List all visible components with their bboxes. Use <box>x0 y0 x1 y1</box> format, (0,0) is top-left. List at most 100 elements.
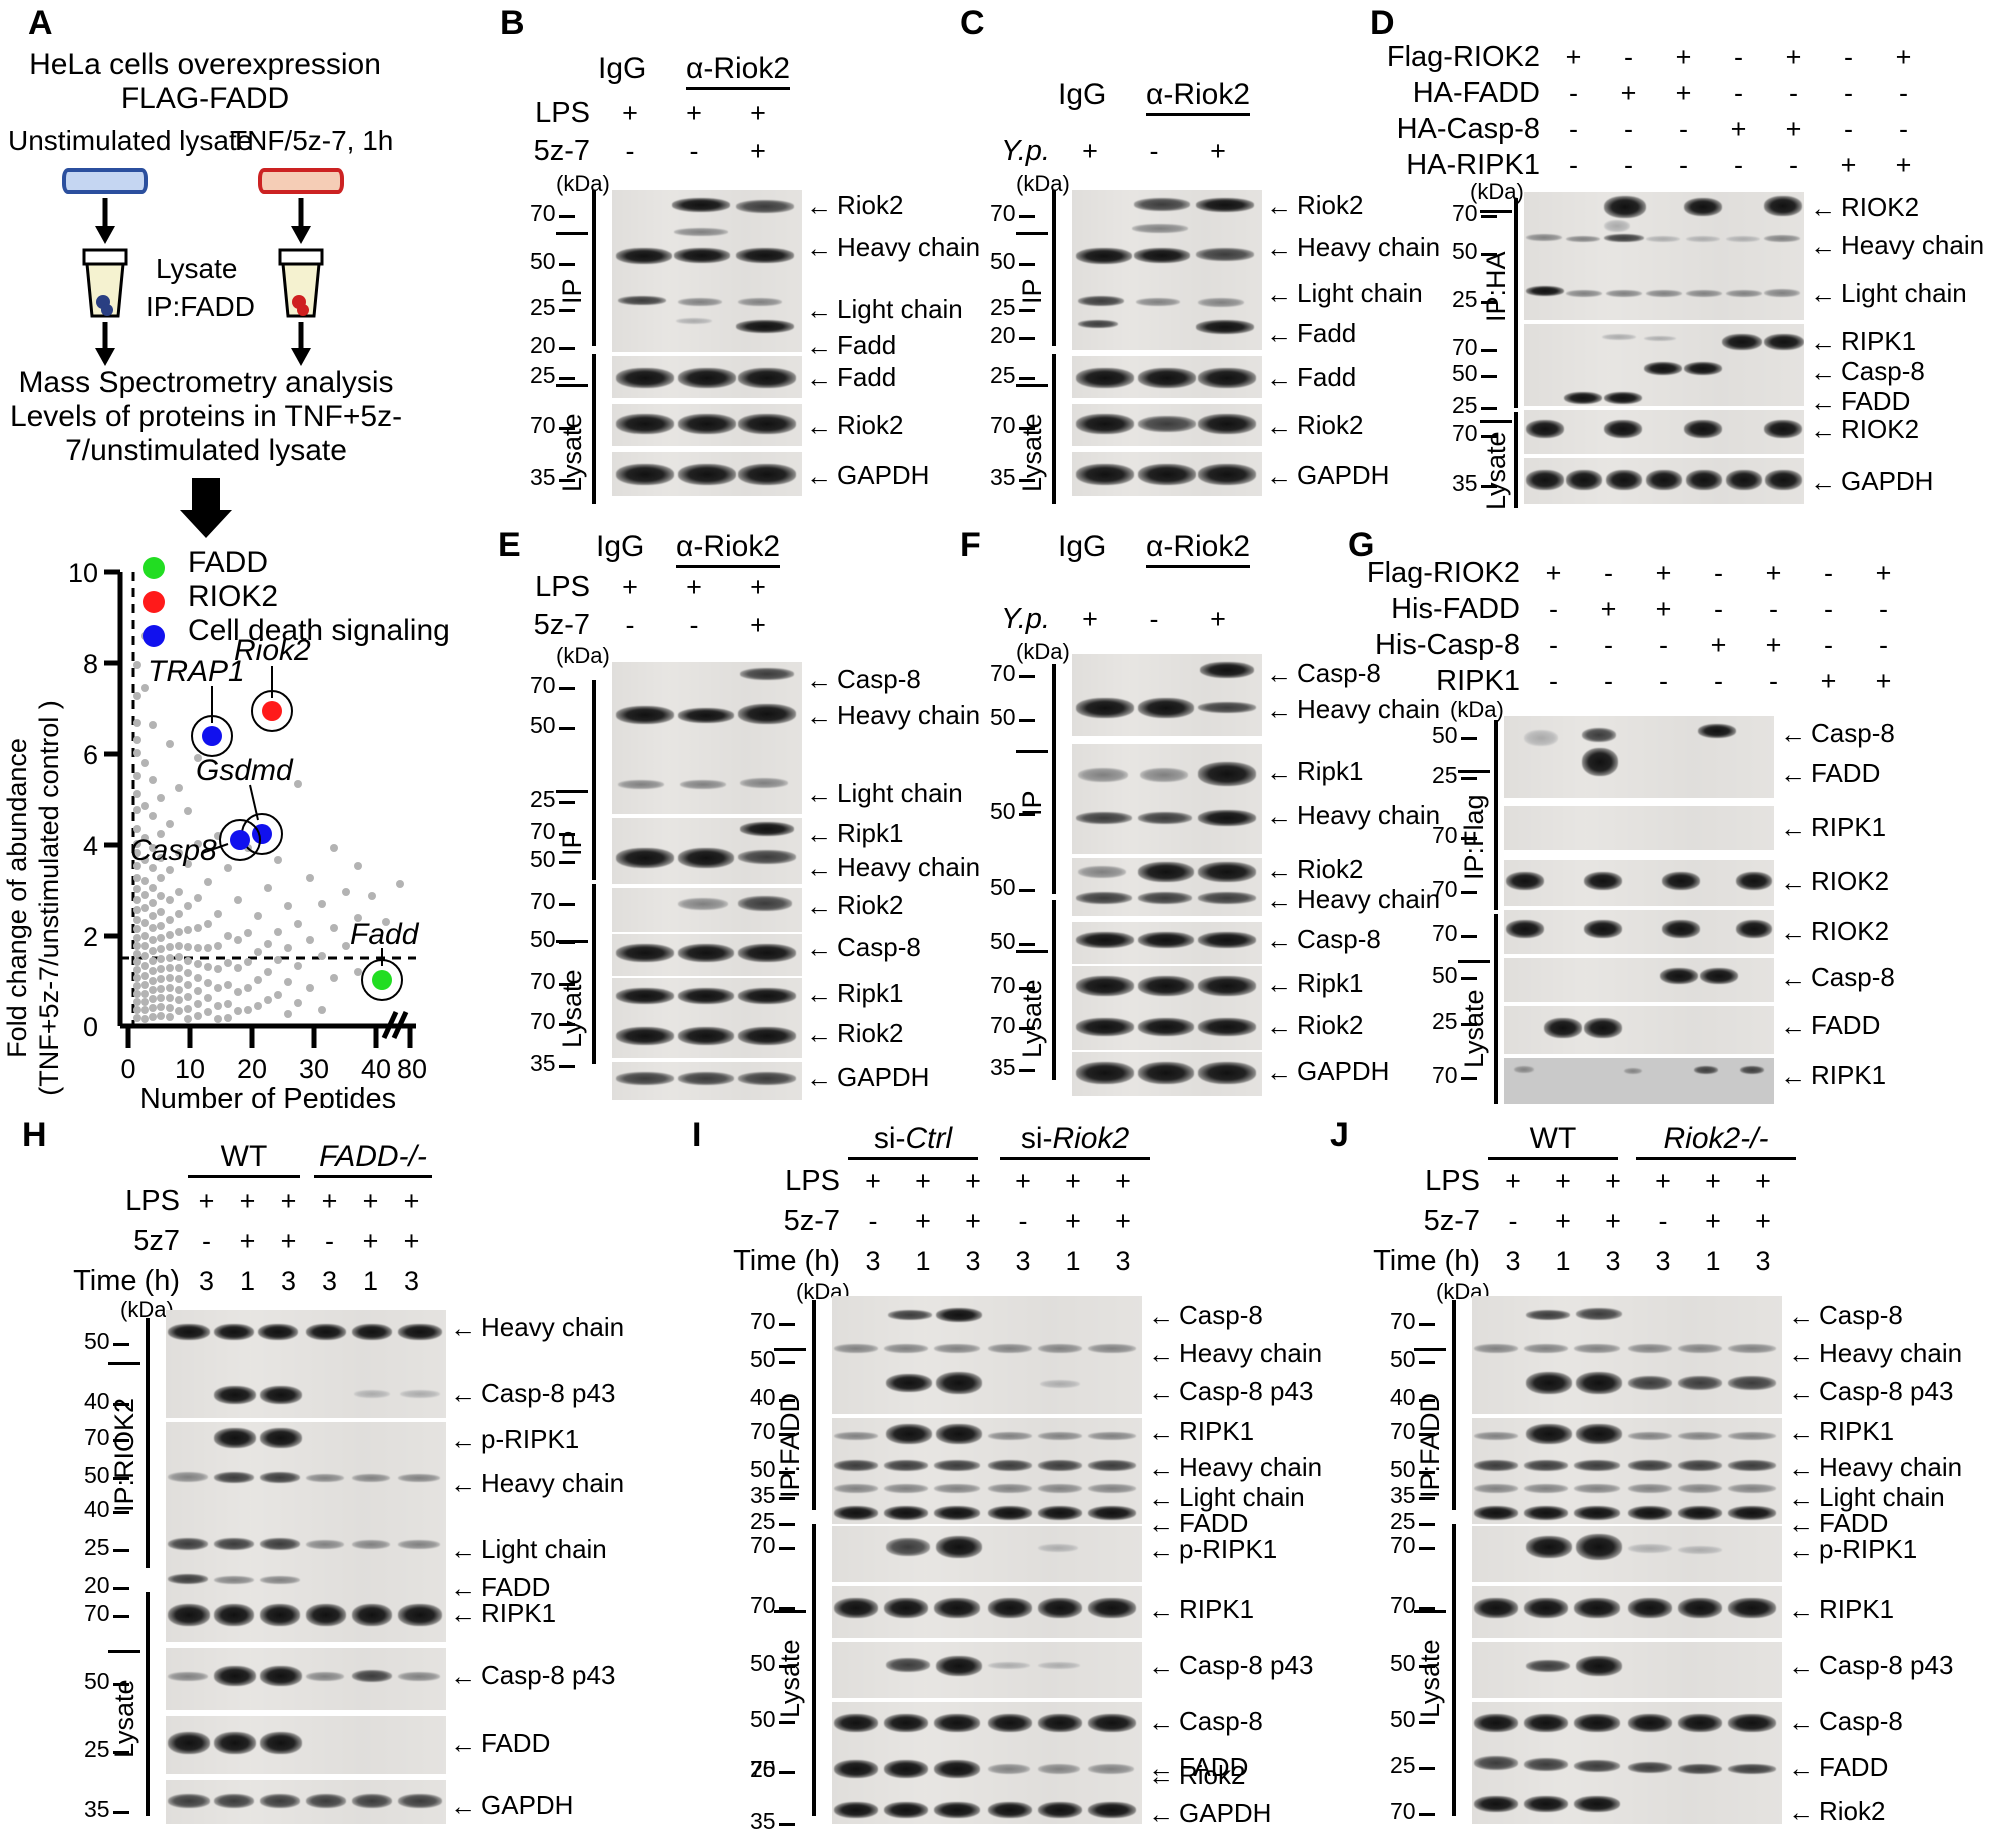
panelG-blot-ipflag-3 <box>1504 860 1774 906</box>
panelH-mw-25: 25 <box>84 1534 129 1561</box>
panelC-mw-25b: 25 <box>990 362 1035 389</box>
panelE-row-lps-values: + + + <box>622 572 766 602</box>
panelG-mw-25lys: 25 <box>1432 1008 1477 1035</box>
panelI-arrow-riok2-lys: ← Riok2 <box>1148 1760 1246 1791</box>
panelA-tnf-label: TNF/5z-7, 1h <box>230 125 394 156</box>
panelI-row-lps-values: + + + + + + <box>865 1166 1131 1196</box>
panelJ-ipfadd-bracket <box>1452 1300 1456 1510</box>
panelD-arrow-fadd: ← FADD <box>1810 386 1911 417</box>
panelF-arrow-riok2: ← Riok2 <box>1266 854 1364 885</box>
panelE-row-lps-label: LPS <box>535 571 590 603</box>
panelC-kda: (kDa) <box>1016 171 1070 196</box>
panelF-arrow-gapdh-lys: ← GAPDH <box>1266 1056 1390 1087</box>
panelA-scatter-plot: Fold change of abundance (TNF+5z-7/unsti… <box>0 548 430 1108</box>
panelD-arrow-light: ← Light chain <box>1810 278 1967 309</box>
tube-stimulated <box>278 248 324 318</box>
panelJ-mw-70lys2: 70 <box>1390 1592 1435 1619</box>
panelI-mw-50b: 50 <box>750 1456 795 1483</box>
svg-text:Number of Peptides: Number of Peptides <box>140 1083 396 1108</box>
panelJ-lysate-bracket <box>1452 1524 1456 1816</box>
panelI-blot-lys-gapdh <box>832 1798 1142 1824</box>
panelH-mw-40: 40 <box>84 1388 129 1415</box>
panelJ-mw-35: 35 <box>1390 1482 1435 1509</box>
panelD-mw-25b: 25 <box>1452 392 1497 419</box>
panelJ-blot-lys-casp8 <box>1472 1702 1782 1750</box>
panelB-row-5z7-values: - - + <box>625 136 766 166</box>
panel-letter-c: C <box>960 4 985 42</box>
panelE-mw-70lys: 70 <box>530 968 575 995</box>
panelF-ip-bracket <box>1052 664 1056 894</box>
panelI-blot-lys-pripk1 <box>832 1526 1142 1582</box>
panelE-arrow-heavy2: ← Heavy chain <box>806 852 981 883</box>
panelF-mw-50: 50 <box>990 704 1035 731</box>
panelF-arrow-heavy2: ← Heavy chain <box>1266 800 1441 831</box>
panelE-blot-lys-casp8 <box>612 934 802 976</box>
panelH-blot-lys-fadd <box>166 1716 446 1774</box>
panelF-mw-50c: 50 <box>990 874 1035 901</box>
panelC-mw-50: 50 <box>990 248 1035 275</box>
panelI-arrow-light: ← Light chain <box>1148 1482 1305 1513</box>
panelE-arrow-casp8-lys: ← Casp-8 <box>806 932 921 963</box>
panelG-mw-50lys: 50 <box>1432 962 1477 989</box>
panelA-lysate-label: Lysate <box>156 253 238 284</box>
panelJ-arrow-fadd-lys: ← FADD <box>1788 1752 1889 1783</box>
panelE-mw-35lys: 35 <box>530 1050 575 1077</box>
panelH-mw-50b: 50 <box>84 1462 129 1489</box>
panelF-arrow-heavy1: ← Heavy chain <box>1266 694 1441 725</box>
panelJ-arrow-heavy1: ← Heavy chain <box>1788 1338 1963 1369</box>
panelC-arrow-riok2: ← Riok2 <box>1266 190 1364 221</box>
panelD-row-hacasp8-values: - - - + + - - <box>1569 114 1908 144</box>
panelJ-blot-lys-pripk1 <box>1472 1526 1782 1582</box>
panelF-group-igg: IgG <box>1058 530 1107 563</box>
panelE-arrow-heavy1: ← Heavy chain <box>806 700 981 731</box>
panelI-mw-40: 40 <box>750 1384 795 1411</box>
panelI-mw-50lys2: 50 <box>750 1706 795 1733</box>
panelB-blot-gapdh <box>612 452 802 496</box>
panelD-blot-ipha-1 <box>1524 192 1804 320</box>
svg-text:20: 20 <box>237 1054 267 1084</box>
panelB-group-ariok2: α-Riok2 <box>686 52 791 90</box>
panelG-row-hiscasp8-label: His-Casp-8 <box>1374 629 1520 661</box>
panelB-mw-70: 70 <box>530 200 575 227</box>
panelH-row-5z7-label: 5z7 <box>133 1225 180 1257</box>
svg-text:10: 10 <box>68 558 98 588</box>
panelD-arrow-riok2-lys: ← RIOK2 <box>1810 414 1920 445</box>
panelJ-blot-lys-fadd <box>1472 1748 1782 1790</box>
panelJ-arrow-casp8-lys: ← Casp-8 <box>1788 1706 1903 1737</box>
panelE-arrow-ripk1: ← Ripk1 <box>806 818 904 849</box>
panelF-row-yp-label: Y.p. <box>1001 603 1050 635</box>
panelC-mw-70: 70 <box>990 200 1035 227</box>
panelB-arrow-fadd-lys: ← Fadd <box>806 362 897 393</box>
panelE-mw-25: 25 <box>530 786 575 813</box>
panelF-blot-lys-ripk1 <box>1072 966 1262 1008</box>
panelH-arrow-light: ← Light chain <box>450 1534 607 1565</box>
panelH-arrow-pripk1: ← p-RIPK1 <box>450 1424 580 1455</box>
panelF-blot-lys-casp8 <box>1072 922 1262 964</box>
panelG-mw-25: 25 <box>1432 762 1477 789</box>
panelH-blot-lys-casp8 <box>166 1648 446 1710</box>
panelE-kda: (kDa) <box>556 643 610 668</box>
panelI-row-5z7-values: - + + - + + <box>868 1206 1131 1236</box>
panelF-mw-70lys2: 70 <box>990 1012 1035 1039</box>
panelI-arrow-ripk1-lys: ← RIPK1 <box>1148 1594 1255 1625</box>
panelG-row-ripk1-label: RIPK1 <box>1436 665 1520 697</box>
panelB-mw-50: 50 <box>530 248 575 275</box>
panelA-ms-line2: Levels of proteins in TNF+5z- <box>9 400 403 433</box>
svg-text:Fold change of abundance: Fold change of abundance <box>2 738 32 1058</box>
panelJ-mw-25lys: 25 <box>1390 1752 1435 1779</box>
panelD-mw-70a: 70 <box>1452 200 1497 227</box>
panelB-blot-riok2 <box>612 404 802 446</box>
panelF-row-yp-values: + - + <box>1082 604 1226 634</box>
panelG-mw-50: 50 <box>1432 722 1477 749</box>
panelF-arrow-ripk1-lys: ← Ripk1 <box>1266 968 1364 999</box>
panelI-blot-ip2 <box>832 1418 1142 1524</box>
panelI-mw-70lys: 70 <box>750 1532 795 1559</box>
panelB-mw-25: 25 <box>530 294 575 321</box>
panelI-blot-lys-casp8p43 <box>832 1642 1142 1698</box>
panelI-arrow-casp8p43: ← Casp-8 p43 <box>1148 1376 1314 1407</box>
panelD-mw-70b: 70 <box>1452 334 1497 361</box>
panelI-lysate-bracket <box>812 1524 816 1816</box>
panelI-arrow-casp8: ← Casp-8 <box>1148 1300 1263 1331</box>
panelH-arrow-heavy2: ← Heavy chain <box>450 1468 625 1499</box>
